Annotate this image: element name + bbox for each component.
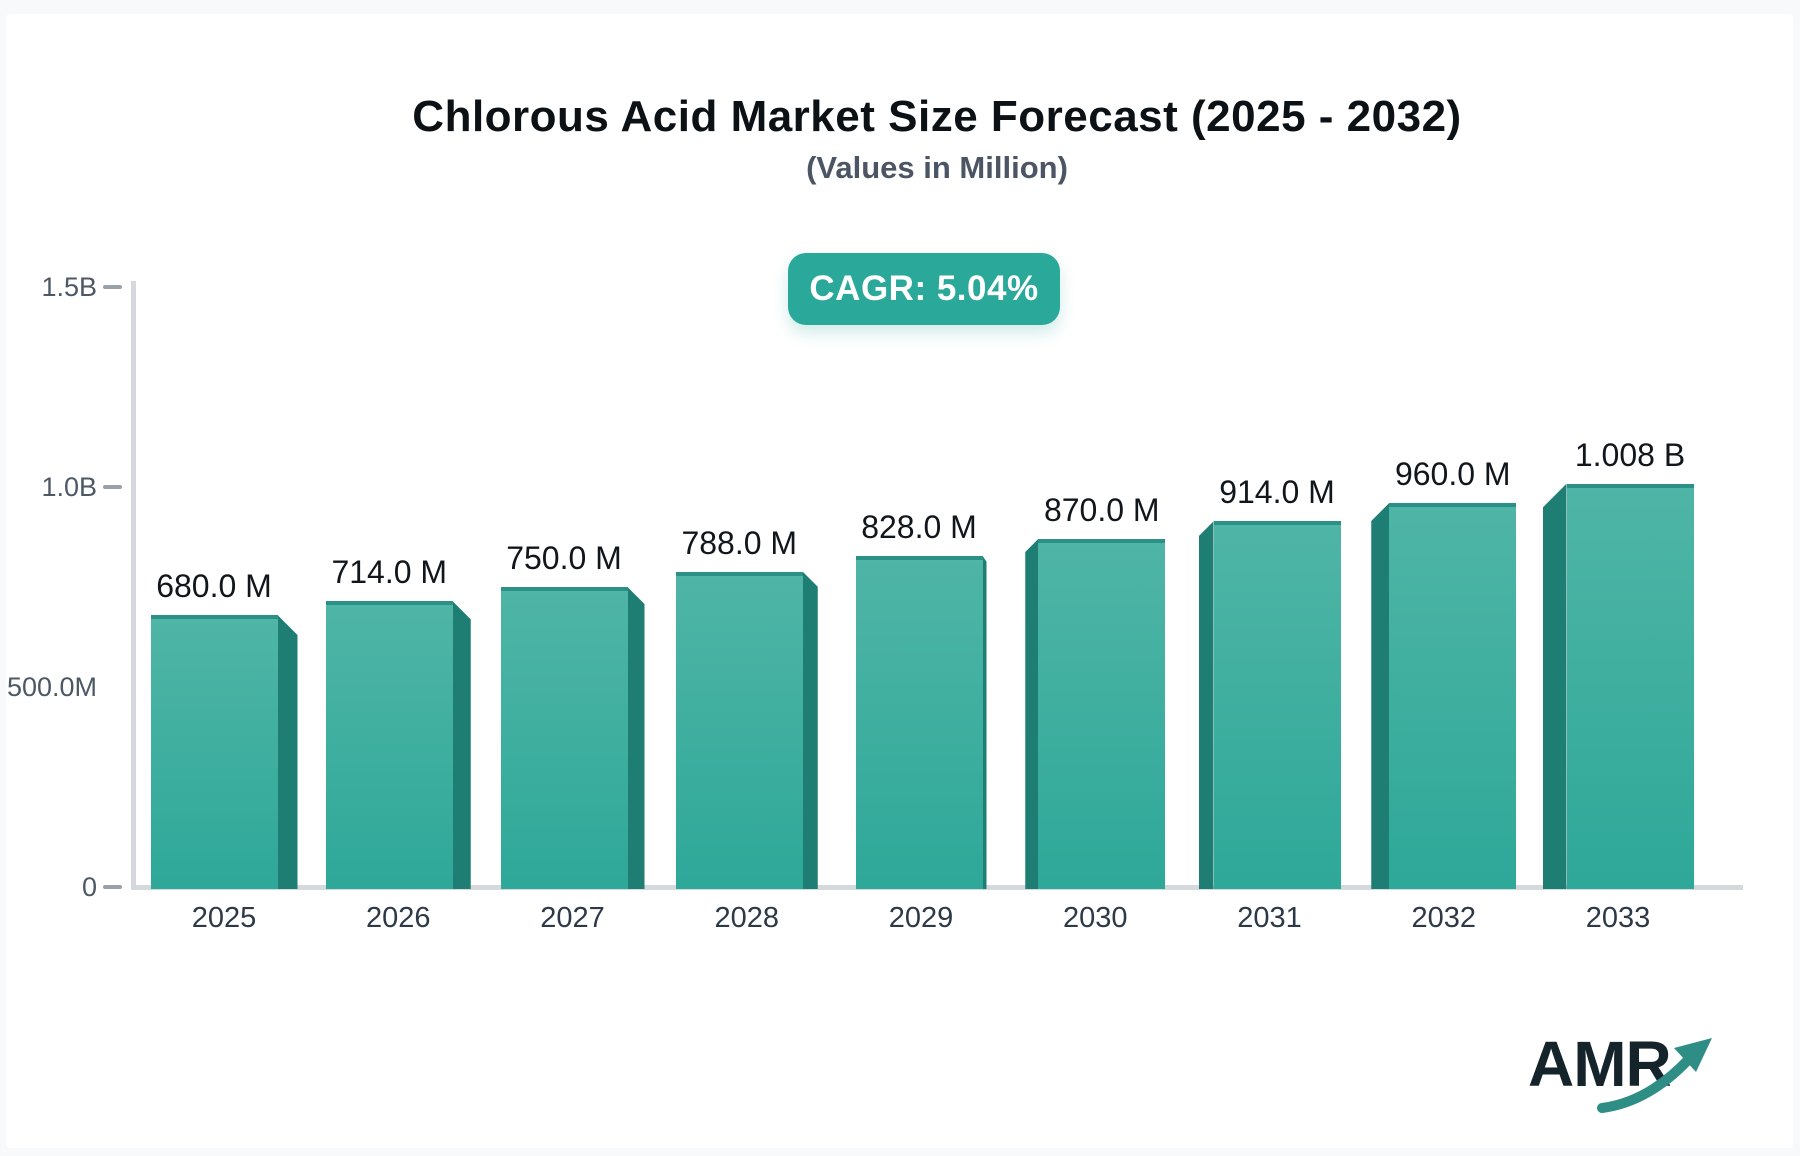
x-category-label: 2028 (714, 902, 779, 934)
bar-face[interactable] (1566, 483, 1694, 889)
x-category-label: 2025 (191, 902, 257, 934)
bar-side-shade (1198, 521, 1214, 889)
bar-2033[interactable] (1542, 483, 1694, 889)
x-category-label: 2030 (1062, 902, 1128, 934)
bar-value-label: 1.008 B (1574, 436, 1686, 473)
bar-face[interactable] (855, 555, 983, 889)
x-category-label: 2033 (1585, 902, 1651, 934)
y-tick-dash (103, 285, 122, 289)
bar-2030[interactable] (1025, 539, 1166, 889)
amr-logo-text: AMR (1528, 1028, 1672, 1100)
bar-2026[interactable] (325, 601, 471, 889)
bar-value-label: 714.0 M (331, 554, 448, 591)
bar-2032[interactable] (1371, 503, 1517, 889)
bar-2031[interactable] (1198, 521, 1341, 889)
bar-side-shade (1025, 539, 1039, 889)
bar-value-label: 680.0 M (156, 568, 272, 604)
chart-title: Chlorous Acid Market Size Forecast (2025… (412, 92, 1462, 141)
bar-face[interactable] (1389, 503, 1517, 889)
bar-side-shade (802, 571, 818, 889)
bar-2025[interactable] (150, 615, 298, 889)
x-category-label: 2027 (540, 902, 605, 934)
bar-face[interactable] (675, 571, 803, 889)
y-tick-dash (103, 885, 122, 889)
bar-side-shade (452, 601, 471, 889)
x-category-label: 2026 (365, 902, 431, 934)
y-axis-line (131, 281, 136, 889)
bar-value-label: 828.0 M (861, 508, 977, 545)
y-tick-label: 1.0B (41, 472, 97, 502)
x-category-label: 2031 (1237, 902, 1302, 934)
cagr-badge-label: CAGR: 5.04% (809, 269, 1039, 308)
bar-value-label: 960.0 M (1394, 456, 1511, 492)
y-tick-dash (103, 485, 122, 489)
bar-side-shade (982, 555, 987, 889)
cagr-badge: CAGR: 5.04% (788, 253, 1060, 325)
bar-2027[interactable] (500, 587, 645, 889)
bar-side-shade (1371, 503, 1390, 889)
bar-value-label: 788.0 M (681, 524, 798, 561)
x-category-label: 2032 (1411, 902, 1476, 934)
bar-value-label: 750.0 M (506, 540, 622, 576)
bar-value-label: 914.0 M (1219, 474, 1335, 511)
amr-logo: AMR (1528, 1026, 1728, 1116)
y-tick-label: 500.0M (6, 672, 97, 702)
bar-face[interactable] (500, 587, 628, 889)
bar-face[interactable] (1038, 539, 1166, 889)
chart-subtitle: (Values in Million) (806, 150, 1068, 185)
bar-face[interactable] (150, 615, 278, 889)
bar-2028[interactable] (675, 571, 818, 889)
bar-2029[interactable] (855, 555, 987, 889)
bar-side-shade (277, 615, 298, 889)
growth-arrow-icon (1597, 1038, 1712, 1113)
bar-face[interactable] (1213, 521, 1341, 889)
bar-value-label: 870.0 M (1043, 492, 1160, 528)
y-tick-label: 1.5B (41, 272, 97, 302)
y-tick-label: 0 (81, 872, 97, 902)
bar-side-shade (627, 587, 645, 889)
bar-face[interactable] (325, 601, 453, 889)
bar-side-shade (1542, 483, 1567, 889)
x-category-label: 2029 (888, 902, 954, 934)
